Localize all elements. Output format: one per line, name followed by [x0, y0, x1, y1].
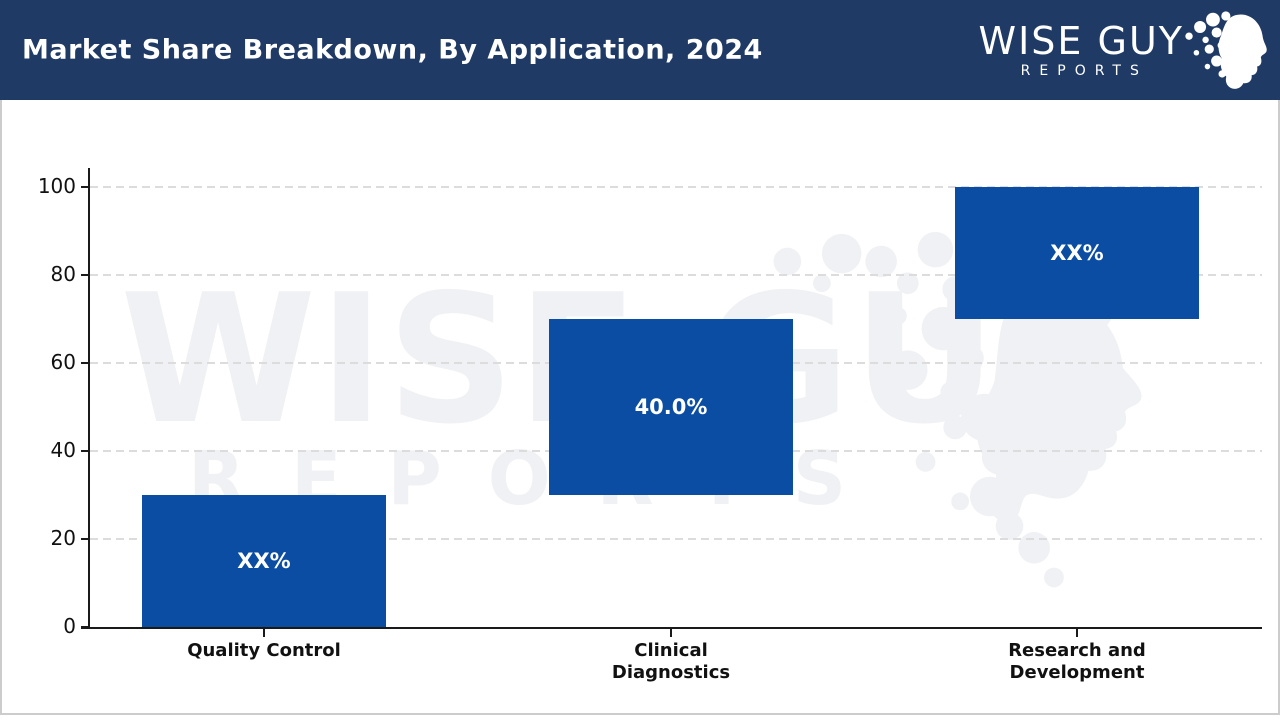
- logo-text: WISE GUY REPORTS: [979, 21, 1184, 79]
- y-axis-tick-label: 100: [37, 174, 76, 198]
- bar-clinical-diagnostics: 40.0%: [549, 319, 793, 495]
- y-axis-tick: [81, 362, 90, 364]
- bar-value-label: XX%: [237, 549, 291, 573]
- bar-research-and-development: XX%: [955, 187, 1199, 319]
- x-axis-line: [81, 627, 1262, 629]
- y-axis-tick-label: 40: [50, 438, 76, 462]
- bar-value-label: 40.0%: [634, 395, 708, 419]
- face-profile-icon: [1185, 11, 1267, 89]
- y-axis-tick: [81, 538, 90, 540]
- y-axis-tick: [81, 274, 90, 276]
- y-axis-tick: [81, 450, 90, 452]
- gridline: [90, 274, 1262, 276]
- y-axis-tick-label: 60: [50, 350, 76, 374]
- wise-guy-reports-logo: WISE GUY REPORTS: [979, 4, 1270, 96]
- gridline: [90, 538, 1262, 540]
- page-title: Market Share Breakdown, By Application, …: [22, 34, 763, 66]
- logo-subtitle: REPORTS: [1020, 63, 1148, 79]
- header-bar: Market Share Breakdown, By Application, …: [0, 0, 1280, 100]
- gridline: [90, 186, 1262, 188]
- x-axis-tick: [670, 629, 672, 637]
- logo-wordmark: WISE GUY: [978, 19, 1184, 63]
- x-axis-tick: [1076, 629, 1078, 637]
- y-axis-tick-label: 0: [63, 614, 76, 638]
- bar-value-label: XX%: [1050, 241, 1104, 265]
- category-label: Clinical Diagnostics: [611, 640, 731, 683]
- bar-quality-control: XX%: [142, 495, 386, 627]
- category-label: Quality Control: [187, 640, 341, 661]
- y-axis-tick-label: 20: [50, 526, 76, 550]
- y-axis-line: [88, 168, 90, 629]
- y-axis-tick-label: 80: [50, 262, 76, 286]
- x-axis-tick: [263, 629, 265, 637]
- category-label: Research and Development: [1008, 640, 1146, 683]
- watermark-face-icon: [773, 231, 1142, 588]
- y-axis-tick: [81, 186, 90, 188]
